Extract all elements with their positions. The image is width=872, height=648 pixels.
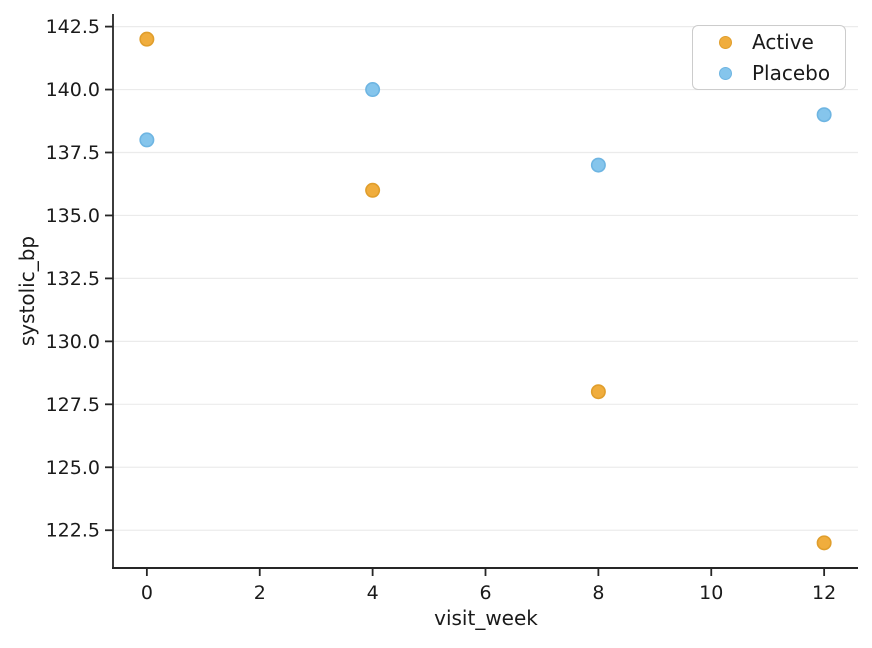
x-tick-label: 4 (367, 582, 379, 604)
legend-item-placebo: Placebo (693, 61, 845, 85)
y-tick-label: 140.0 (46, 79, 100, 101)
y-tick-label: 142.5 (46, 16, 100, 38)
y-tick-label: 135.0 (46, 205, 100, 227)
x-tick-label: 0 (141, 582, 153, 604)
x-tick-label: 2 (254, 582, 266, 604)
x-axis-label: visit_week (434, 606, 538, 630)
data-point-placebo (365, 82, 381, 98)
x-tick-label: 12 (812, 582, 836, 604)
y-tick-label: 132.5 (46, 268, 100, 290)
x-tick-label: 10 (699, 582, 723, 604)
data-point-active (816, 535, 832, 551)
data-point-active (590, 384, 606, 400)
x-tick-label: 8 (592, 582, 604, 604)
x-tick-label: 6 (479, 582, 491, 604)
legend: Active Placebo (692, 25, 846, 90)
legend-marker-icon (719, 66, 732, 80)
data-point-active (139, 31, 155, 47)
data-point-placebo (590, 157, 606, 173)
y-tick-label: 137.5 (46, 142, 100, 164)
y-tick-label: 122.5 (46, 520, 100, 542)
y-axis-label: systolic_bp (15, 235, 39, 347)
data-point-placebo (816, 107, 832, 123)
legend-marker-icon (719, 35, 732, 49)
data-point-active (365, 182, 381, 198)
y-tick-label: 127.5 (46, 394, 100, 416)
legend-item-active: Active (693, 30, 845, 54)
legend-label: Active (752, 30, 814, 54)
y-tick-label: 130.0 (46, 331, 100, 353)
legend-label: Placebo (752, 61, 831, 85)
data-point-placebo (139, 132, 155, 148)
y-tick-label: 125.0 (46, 457, 100, 479)
